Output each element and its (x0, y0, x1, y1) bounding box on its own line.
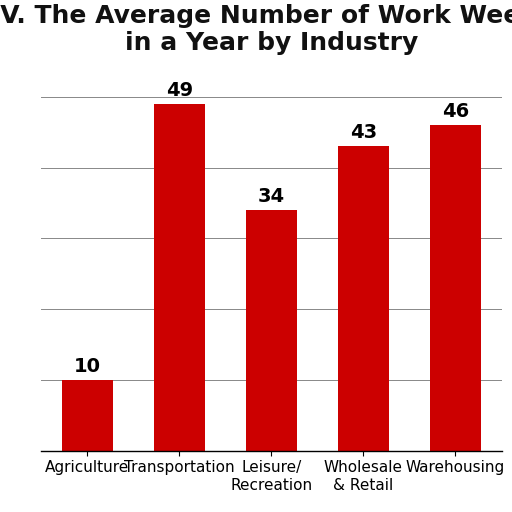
Text: 43: 43 (350, 123, 377, 142)
Bar (430, 125, 481, 451)
Text: 49: 49 (166, 81, 193, 100)
Bar (62, 380, 113, 451)
Bar (246, 210, 296, 451)
Text: 46: 46 (442, 102, 469, 121)
Title: IV. The Average Number of Work Weeks
in a Year by Industry: IV. The Average Number of Work Weeks in … (0, 4, 512, 55)
Text: 34: 34 (258, 187, 285, 206)
Bar (154, 104, 205, 451)
Bar (338, 146, 389, 451)
Text: 10: 10 (74, 356, 101, 376)
